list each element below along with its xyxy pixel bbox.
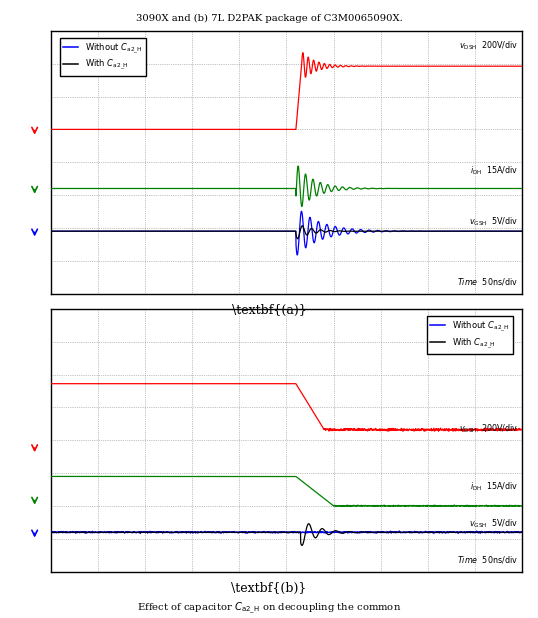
Text: $i_{\mathrm{DH}}$  15A/div: $i_{\mathrm{DH}}$ 15A/div [470, 164, 518, 177]
Text: $v_{\mathrm{DSH}}$  200V/div: $v_{\mathrm{DSH}}$ 200V/div [459, 40, 518, 52]
Text: \textbf{(a)}: \textbf{(a)} [232, 303, 306, 317]
Text: $\mathit{Time}$  50ns/div: $\mathit{Time}$ 50ns/div [457, 276, 518, 287]
Text: $v_{\mathrm{GSH}}$  5V/div: $v_{\mathrm{GSH}}$ 5V/div [469, 215, 518, 227]
Text: $\mathit{Time}$  50ns/div: $\mathit{Time}$ 50ns/div [457, 554, 518, 565]
Legend: Without $C_{\mathrm{a2\_H}}$, With $C_{\mathrm{a2\_H}}$: Without $C_{\mathrm{a2\_H}}$, With $C_{\… [60, 38, 146, 76]
Legend: Without $C_{\mathrm{a2\_H}}$, With $C_{\mathrm{a2\_H}}$: Without $C_{\mathrm{a2\_H}}$, With $C_{\… [427, 316, 513, 354]
Text: 3090X and (b) 7L D2PAK package of C3M0065090X.: 3090X and (b) 7L D2PAK package of C3M006… [136, 14, 402, 23]
Text: \textbf{(b)}: \textbf{(b)} [231, 582, 307, 595]
Text: Effect of capacitor $C_{\mathrm{a2\_H}}$ on decoupling the common: Effect of capacitor $C_{\mathrm{a2\_H}}$… [137, 601, 401, 616]
Text: $v_{\mathrm{DSH}}$  200V/div: $v_{\mathrm{DSH}}$ 200V/div [459, 423, 518, 435]
Text: $i_{\mathrm{DH}}$  15A/div: $i_{\mathrm{DH}}$ 15A/div [470, 480, 518, 493]
Text: $v_{\mathrm{GSH}}$  5V/div: $v_{\mathrm{GSH}}$ 5V/div [469, 518, 518, 530]
